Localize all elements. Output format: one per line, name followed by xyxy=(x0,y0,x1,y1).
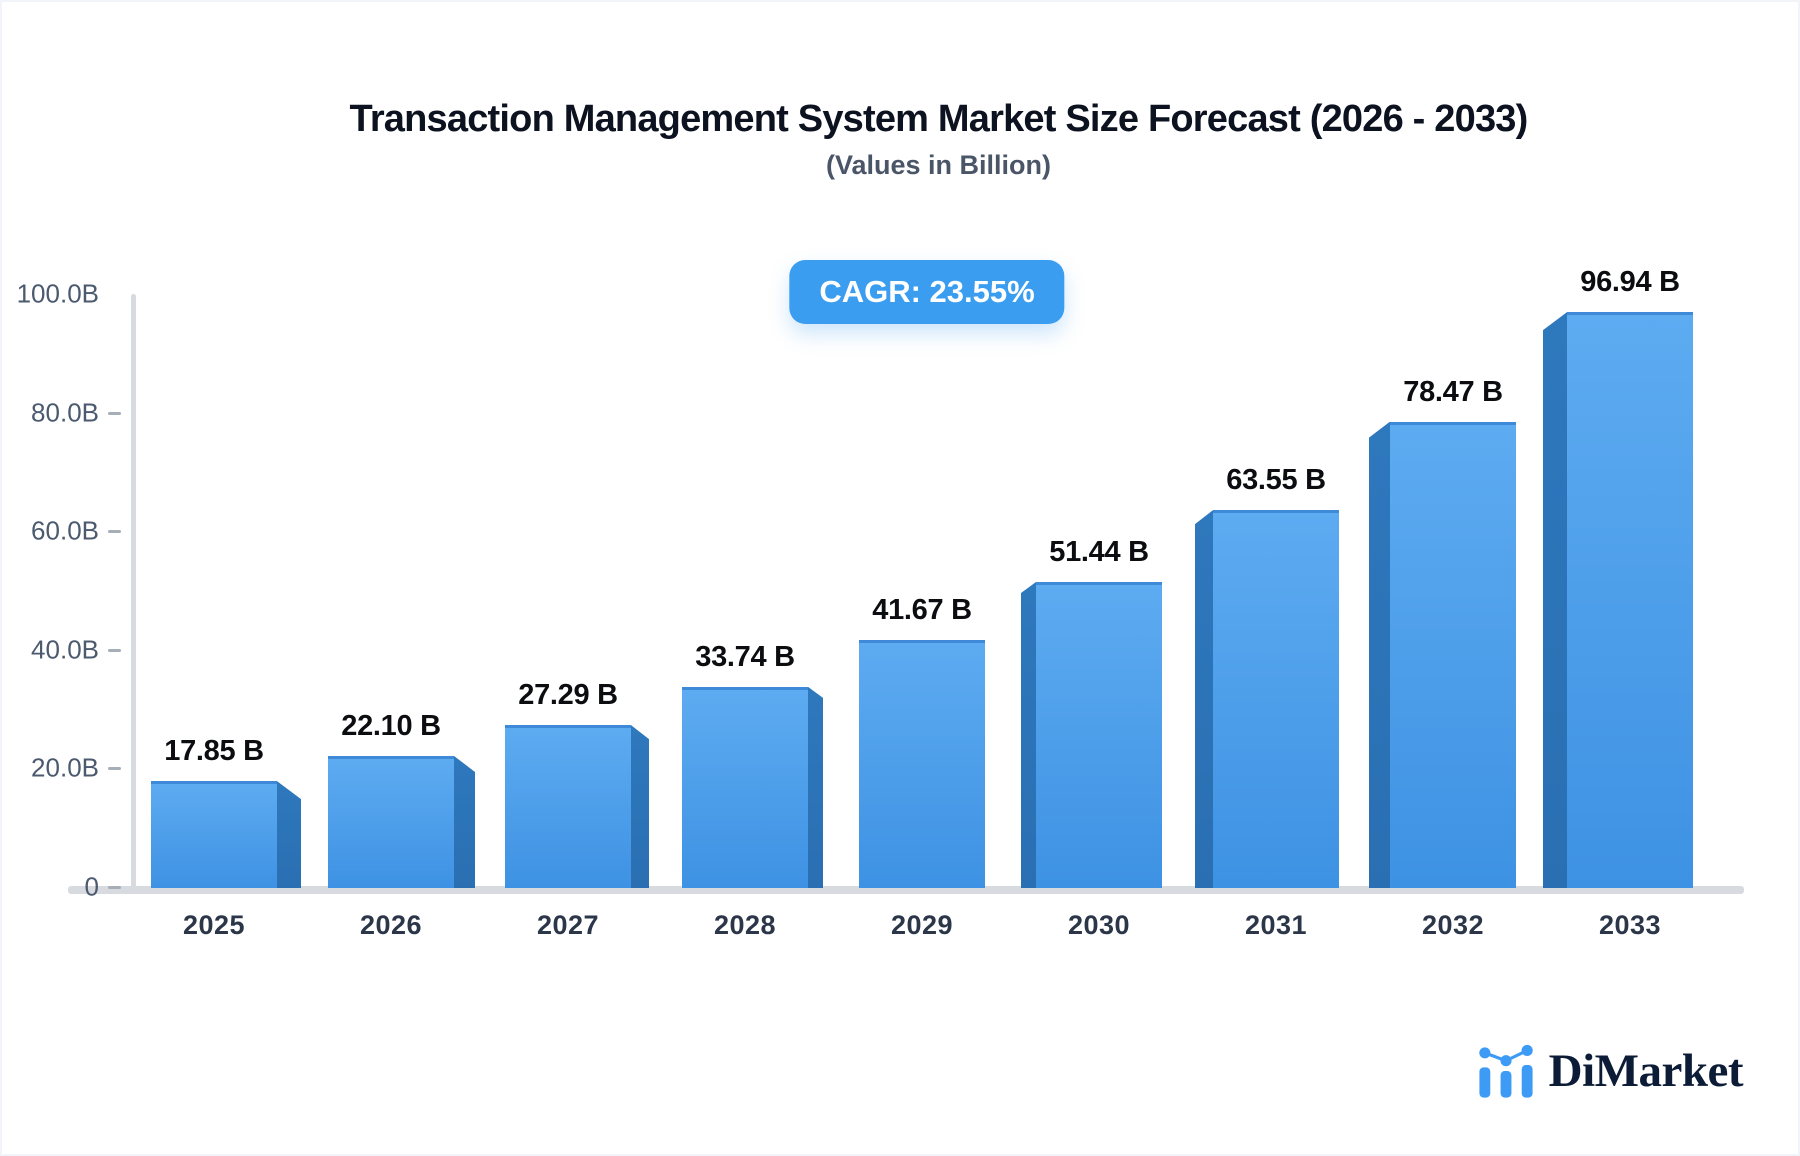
chart-title: Transaction Management System Market Siz… xyxy=(349,98,1529,140)
y-axis-label: 40.0B xyxy=(31,634,99,665)
y-axis-tick xyxy=(108,530,121,534)
y-axis-label: 0 xyxy=(84,871,99,902)
chart-subtitle: (Values in Billion) xyxy=(825,150,1052,180)
y-axis-tick xyxy=(108,886,121,889)
y-axis-tick xyxy=(108,411,121,415)
x-axis-label: 2029 xyxy=(890,910,954,940)
y-axis-label: 100.0B xyxy=(16,278,99,309)
bar-2028 xyxy=(682,686,808,888)
bar-value-label: 78.47 B xyxy=(1403,375,1503,408)
bar-side xyxy=(1543,312,1567,888)
bar-value-label: 27.29 B xyxy=(518,679,618,712)
x-axis-label: 2030 xyxy=(1067,910,1131,940)
bar-2032 xyxy=(1390,421,1516,888)
bar-side xyxy=(1195,510,1213,888)
bar-value-label: 33.74 B xyxy=(695,640,795,673)
bar-value-label: 51.44 B xyxy=(1049,535,1149,568)
cagr-badge: CAGR: 23.55% xyxy=(789,260,1065,324)
bar-2029 xyxy=(859,639,985,888)
bar-2030 xyxy=(1036,581,1162,888)
bar-value-label: 96.94 B xyxy=(1580,266,1680,299)
y-axis-label: 60.0B xyxy=(31,515,99,546)
y-axis-label: 80.0B xyxy=(31,397,99,428)
bar-2027 xyxy=(505,725,631,888)
y-axis-tick xyxy=(108,767,121,771)
bar-value-label: 22.10 B xyxy=(341,709,441,742)
y-axis-line xyxy=(131,294,136,888)
x-axis-label: 2028 xyxy=(713,910,777,940)
bar-2033 xyxy=(1567,312,1693,888)
bar-value-label: 63.55 B xyxy=(1226,464,1326,497)
brand-logo-text: DiMarket xyxy=(1548,1045,1744,1097)
y-axis-tick xyxy=(108,648,121,652)
bar-2026 xyxy=(328,755,454,888)
y-axis-label: 20.0B xyxy=(31,752,99,783)
bar-chart-logo-icon xyxy=(1477,1044,1535,1098)
bar-2031 xyxy=(1213,510,1339,888)
bar-side xyxy=(454,755,475,888)
bar-side xyxy=(808,686,823,888)
bar-side xyxy=(1369,421,1390,888)
x-axis-label: 2025 xyxy=(182,910,246,940)
x-axis-label: 2032 xyxy=(1421,910,1485,940)
x-axis-label: 2027 xyxy=(536,910,600,940)
bar-side xyxy=(277,781,301,888)
bar-2025 xyxy=(151,781,277,888)
bar-side xyxy=(631,725,649,888)
x-axis-label: 2033 xyxy=(1598,910,1662,940)
brand-logo: DiMarket xyxy=(1477,1044,1744,1098)
x-axis-label: 2031 xyxy=(1244,910,1308,940)
x-axis-label: 2026 xyxy=(359,910,423,940)
bar-value-label: 41.67 B xyxy=(872,593,972,626)
bar-side xyxy=(1021,581,1036,888)
bar-value-label: 17.85 B xyxy=(164,735,264,768)
x-axis-baseline xyxy=(68,886,1744,894)
